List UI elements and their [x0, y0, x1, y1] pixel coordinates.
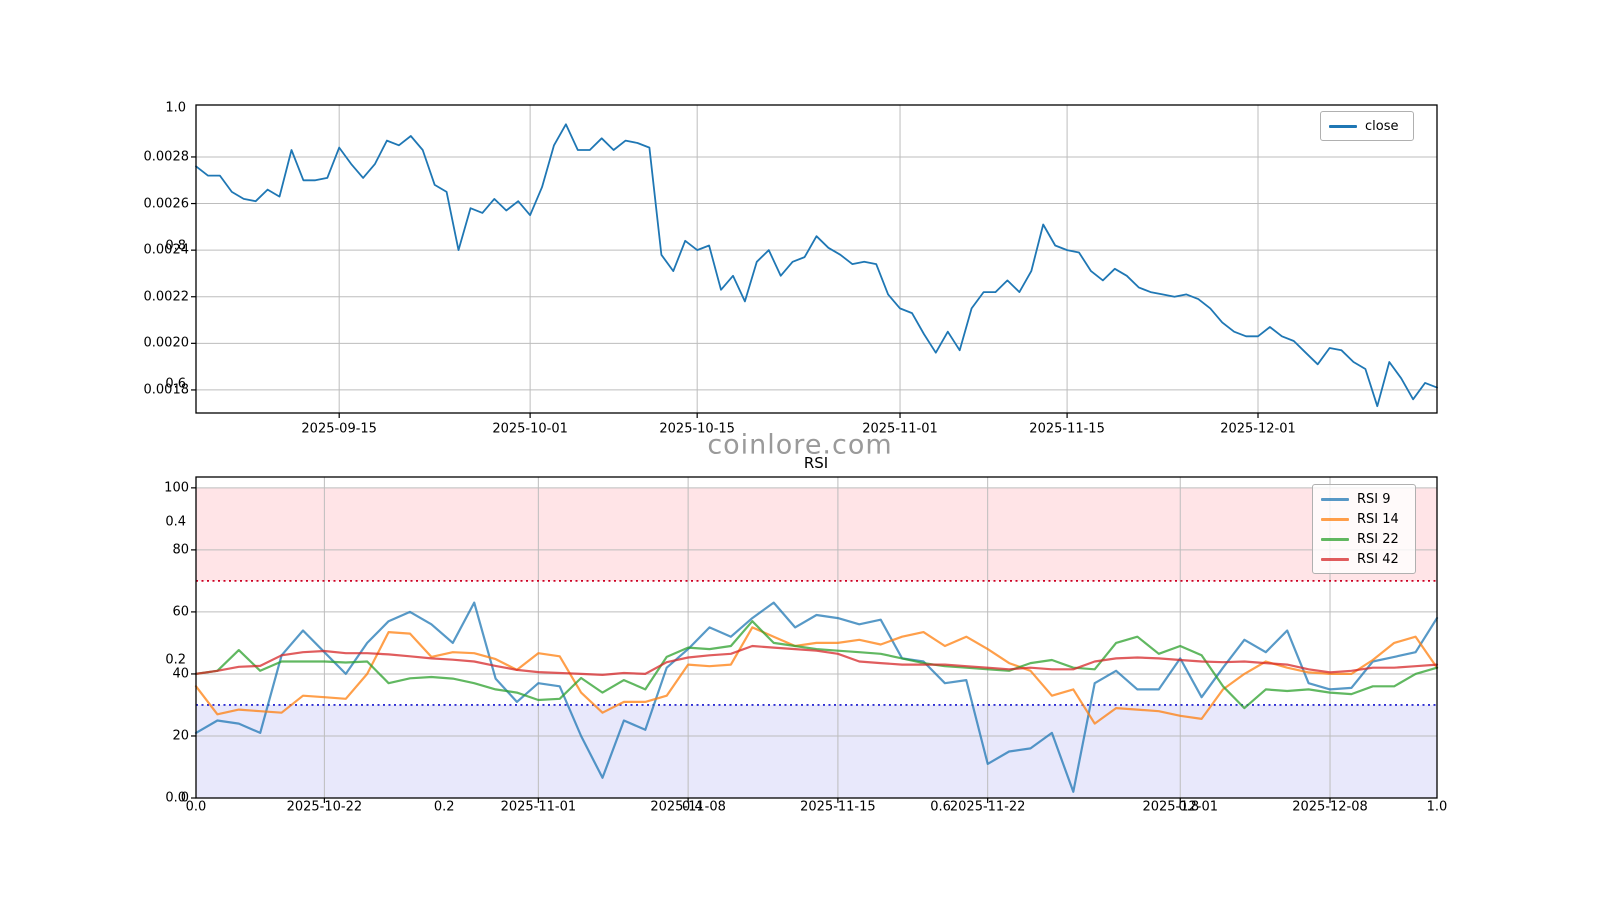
x-tick-label: 2025-11-01	[500, 799, 577, 815]
rsi14-line-swatch	[1321, 517, 1349, 521]
y-tick-label: 0.0022	[143, 289, 190, 305]
overlay-y-tick-label: 0.0	[165, 790, 186, 806]
overlay-x-tick-label: 0.2	[433, 799, 455, 815]
x-tick-label: 2025-11-08	[650, 799, 726, 815]
legend-label-rsi14: RSI 14	[1357, 511, 1399, 527]
overlay-y-tick-label: 1.0	[165, 100, 186, 116]
overlay-x-tick-label: 1.0	[1426, 799, 1448, 815]
x-tick-label: 2025-11-01	[862, 421, 938, 437]
y-tick-label: 100	[164, 480, 189, 496]
x-tick-label: 2025-09-15	[301, 421, 377, 437]
rsi-22-line	[194, 620, 1439, 710]
x-tick-label: 2025-10-15	[659, 421, 735, 437]
rsi-pane-title: RSI	[803, 454, 829, 472]
y-tick-label: 0.0028	[143, 149, 190, 165]
y-tick-label: 40	[172, 666, 189, 682]
legend-item-rsi42: RSI 42	[1321, 549, 1407, 569]
x-tick-label: 2025-11-15	[800, 799, 876, 815]
close-line-swatch	[1329, 124, 1357, 128]
legend-label-rsi9: RSI 9	[1357, 491, 1391, 507]
legend-item-close: close	[1329, 116, 1405, 136]
overlay-x-tick-label: 0.4	[682, 799, 703, 815]
rsi9-line-swatch	[1321, 497, 1349, 501]
x-tick-label: 2025-12-01	[1220, 421, 1296, 437]
overlay-x-tick-label: 0.6	[930, 799, 951, 815]
rsi22-line-swatch	[1321, 537, 1349, 541]
overlay-x-tick-label: 0.8	[1178, 799, 1200, 815]
x-tick-label: 2025-10-01	[492, 421, 568, 437]
watermark: coinlore.com	[707, 429, 893, 461]
y-tick-label: 0.0024	[143, 242, 190, 258]
y-tick-label: 0.0026	[143, 196, 190, 212]
y-tick-label: 60	[172, 604, 189, 620]
legend-item-rsi22: RSI 22	[1321, 529, 1407, 549]
overbought-band	[196, 487, 1437, 581]
x-tick-label: 2025-11-15	[1029, 421, 1105, 437]
rsi-14-line	[194, 626, 1439, 725]
oversold-band	[196, 704, 1437, 798]
x-tick-label: 2025-11-22	[949, 799, 1026, 815]
close-legend: close	[1320, 111, 1414, 141]
pane-border	[195, 476, 1438, 799]
legend-label-rsi22: RSI 22	[1357, 531, 1399, 547]
rsi42-line-swatch	[1321, 557, 1349, 561]
close-line	[195, 123, 1438, 408]
overlay-y-tick-label: 0.2	[165, 652, 186, 668]
overlay-y-tick-label: 0.6	[165, 376, 186, 392]
overlay-y-tick-label: 0.8	[165, 238, 186, 254]
legend-item-rsi14: RSI 14	[1321, 509, 1407, 529]
legend-label-rsi42: RSI 42	[1357, 551, 1399, 567]
rsi-9-line	[194, 601, 1439, 793]
y-tick-label: 0.0018	[143, 382, 190, 398]
legend-item-rsi9: RSI 9	[1321, 489, 1407, 509]
rsi-legend: RSI 9 RSI 14 RSI 22 RSI 42	[1312, 484, 1416, 574]
y-tick-label: 20	[172, 728, 189, 744]
y-tick-label: 0.0020	[143, 335, 190, 351]
x-tick-label: 2025-10-22	[286, 799, 363, 815]
y-tick-label: 0	[180, 790, 189, 806]
rsi-42-line	[194, 644, 1439, 677]
x-tick-label: 2025-12-01	[1142, 799, 1219, 815]
legend-label-close: close	[1365, 118, 1399, 134]
overlay-x-tick-label: 0.0	[185, 799, 207, 815]
overlay-y-tick-label: 0.4	[165, 514, 186, 530]
pane-border	[195, 104, 1438, 414]
y-tick-label: 80	[172, 542, 189, 558]
x-tick-label: 2025-12-08	[1292, 799, 1368, 815]
